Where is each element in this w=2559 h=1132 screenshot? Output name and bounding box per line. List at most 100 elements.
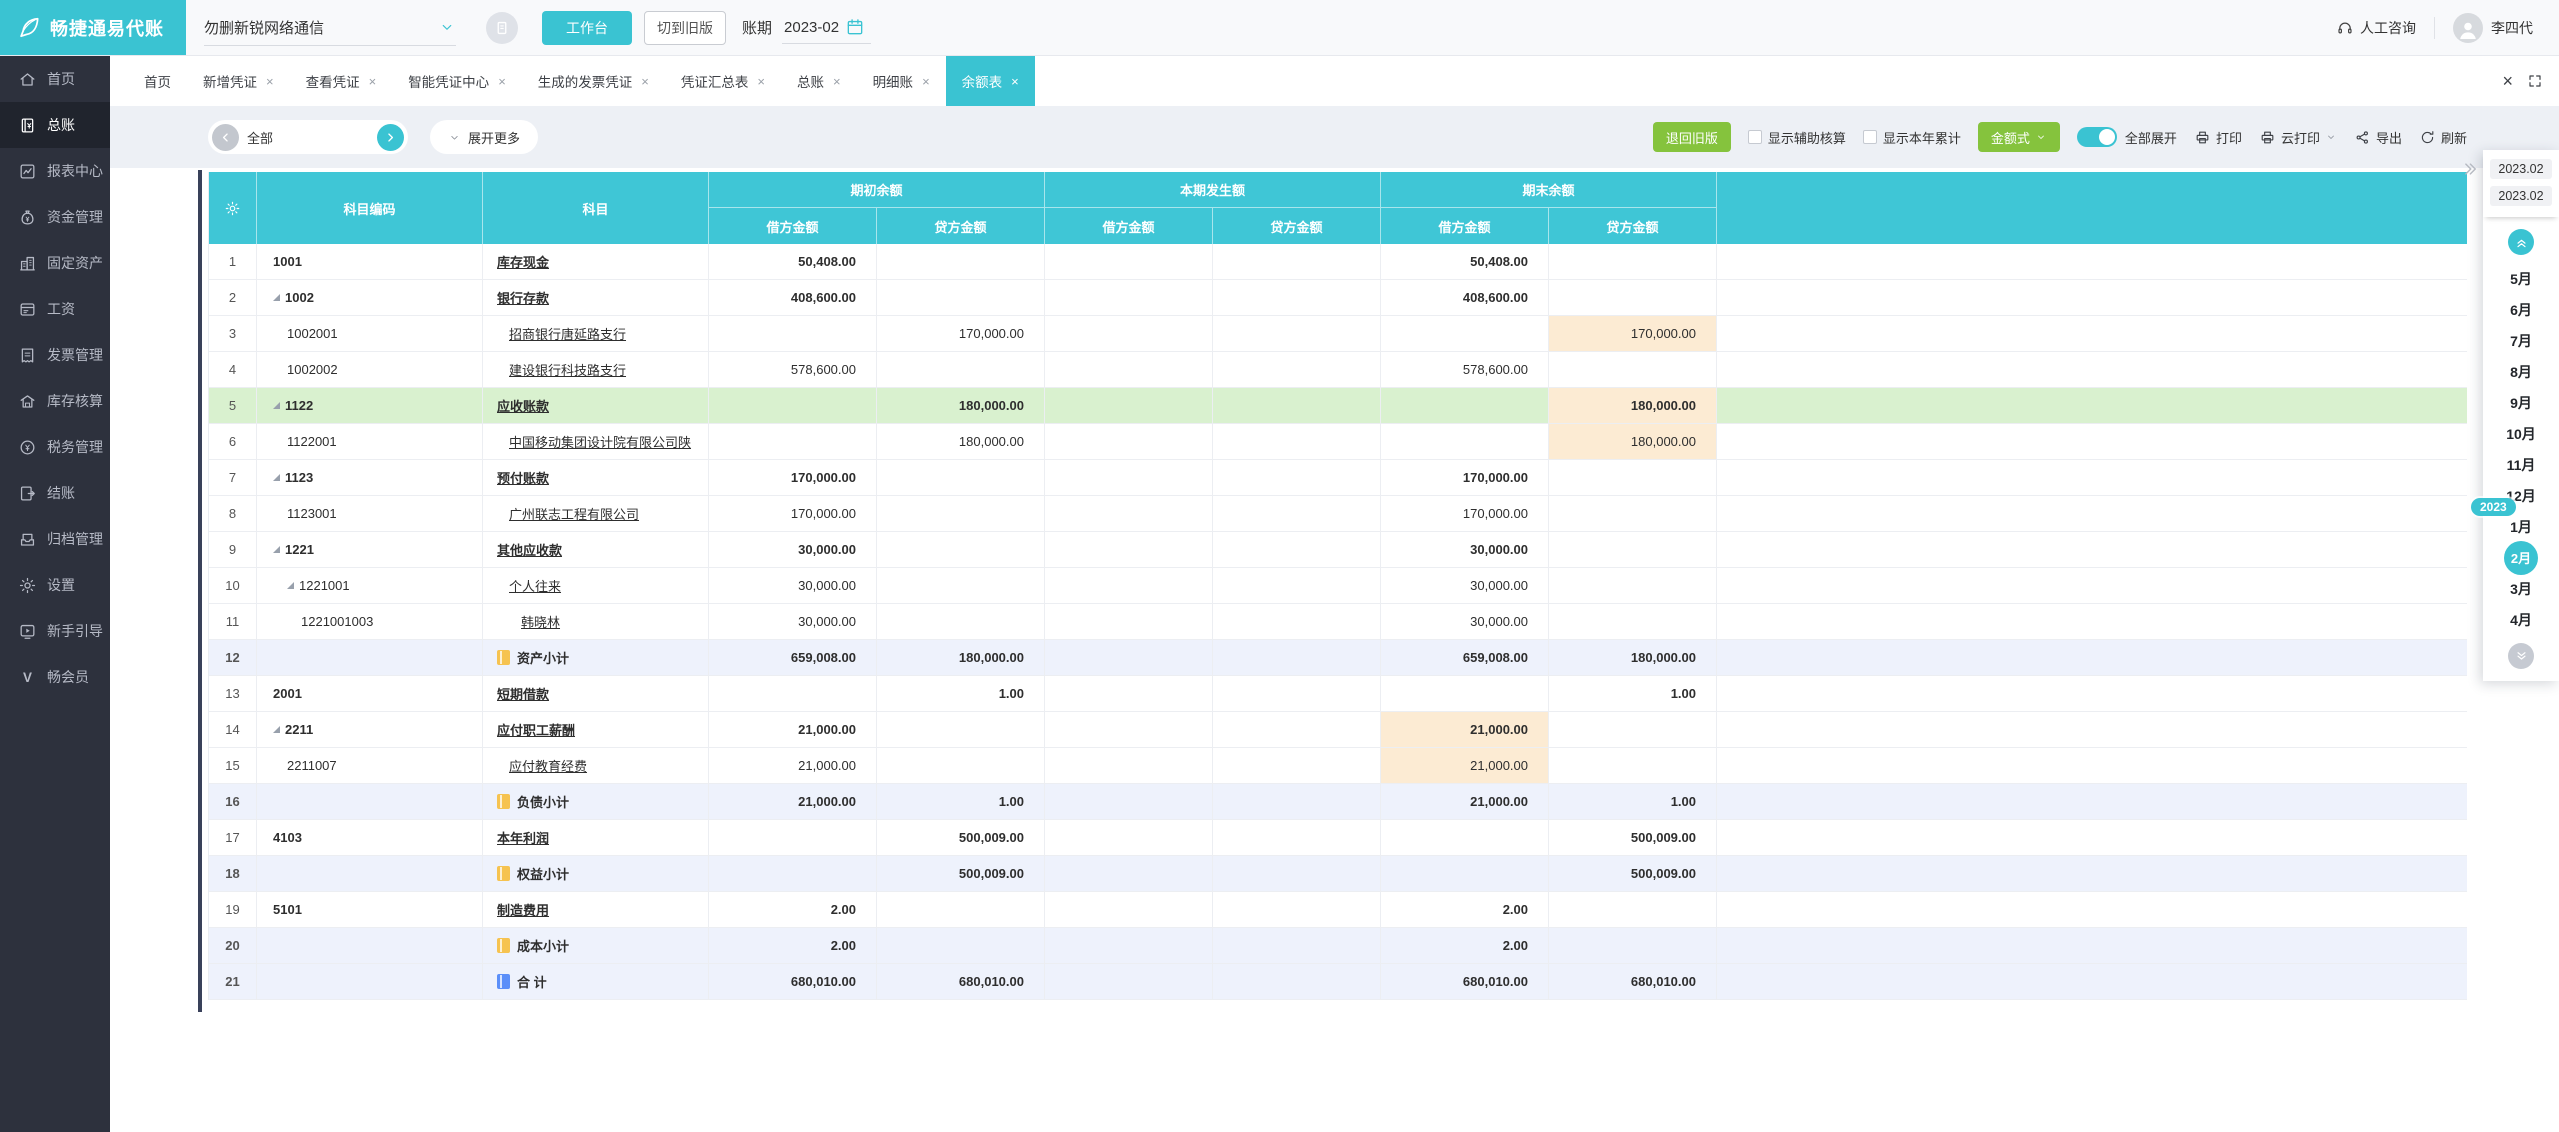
sidebar-item-home[interactable]: 首页 [0,56,110,102]
scope-selector[interactable]: 全部 [208,120,408,154]
expand-triangle-icon[interactable] [273,402,280,409]
period-chip[interactable]: 2023.02 [2490,159,2552,179]
tab-1[interactable]: 新增凭证 × [187,56,290,106]
sidebar-item-funds[interactable]: 资金管理 [0,194,110,240]
account-name-link[interactable]: 中国移动集团设计院有限公司陕 [509,435,692,450]
account-name-link[interactable]: 短期借款 [497,687,550,702]
sidebar-item-salary[interactable]: 工资 [0,286,110,332]
account-name-link[interactable]: 其他应收款 [497,543,563,558]
table-row[interactable]: 17 4103 本年利润 500,009.00 500,009.00 [209,820,2467,856]
account-name-link[interactable]: 应收账款 [497,399,550,414]
refresh-button[interactable]: 刷新 [2419,128,2467,147]
close-all-tabs-icon[interactable]: × [2502,71,2513,91]
tab-close-icon[interactable]: × [498,73,506,89]
tab-5[interactable]: 凭证汇总表 × [665,56,781,106]
cloud-print-button[interactable]: 云打印 [2259,128,2337,147]
month-item[interactable]: 12月 [2483,480,2559,511]
table-row[interactable]: 12 资产小计 659,008.00 180,000.00 659,008.00 180,… [209,640,2467,676]
scope-next-button[interactable] [377,123,404,151]
month-item[interactable]: 4月 [2483,604,2559,635]
expand-triangle-icon[interactable] [287,582,294,589]
period-value-picker[interactable]: 2023-02 [782,11,872,44]
account-name-link[interactable]: 预付账款 [497,471,550,486]
table-row[interactable]: 14 2211 应付职工薪酬 21,000.00 21,000.00 [209,712,2467,748]
account-name-link[interactable]: 建设银行科技路支行 [509,363,627,378]
sidebar-item-asset[interactable]: 固定资产 [0,240,110,286]
expand-triangle-icon[interactable] [273,546,280,553]
table-row[interactable]: 10 1221001 个人往来 30,000.00 30,000.00 [209,568,2467,604]
support-link[interactable]: 人工咨询 [2336,18,2416,38]
back-to-old-button[interactable]: 退回旧版 [1652,122,1731,152]
table-row[interactable]: 7 1123 预付账款 170,000.00 170,000.00 [209,460,2467,496]
tab-close-icon[interactable]: × [266,73,274,89]
table-row[interactable]: 8 1123001 广州联志工程有限公司 170,000.00 170,000.00 [209,496,2467,532]
amount-style-button[interactable]: 金额式 [1977,122,2060,152]
show-ytd-checkbox[interactable]: 显示本年累计 [1862,128,1961,147]
month-item[interactable]: 5月 [2483,263,2559,294]
tab-3[interactable]: 智能凭证中心 × [392,56,522,106]
collapse-panel-icon[interactable] [2461,160,2479,178]
tab-8[interactable]: 余额表 × [945,56,1035,106]
fullscreen-icon[interactable] [2527,73,2543,89]
scroll-up-button[interactable] [2508,229,2534,255]
month-item[interactable]: 9月 [2483,387,2559,418]
table-row[interactable]: 20 成本小计 2.00 2.00 [209,928,2467,964]
table-row[interactable]: 6 1122001 中国移动集团设计院有限公司陕 180,000.00 180,000.… [209,424,2467,460]
gear-icon[interactable] [224,200,241,217]
sidebar-item-invoice[interactable]: 发票管理 [0,332,110,378]
scope-prev-button[interactable] [212,123,239,151]
expand-triangle-icon[interactable] [273,726,280,733]
tree-splitter[interactable] [198,170,202,1012]
period-chip[interactable]: 2023.02 [2490,186,2552,206]
sidebar-item-guide[interactable]: 新手引导 [0,608,110,654]
sidebar-item-inventory[interactable]: 库存核算 [0,378,110,424]
expand-triangle-icon[interactable] [273,474,280,481]
tab-close-icon[interactable]: × [641,73,649,89]
print-button[interactable]: 打印 [2194,128,2242,147]
month-item[interactable]: 8月 [2483,356,2559,387]
table-row[interactable]: 18 权益小计 500,009.00 500,009.00 [209,856,2467,892]
sidebar-item-ledger[interactable]: 总账 [0,102,110,148]
account-name-link[interactable]: 应付教育经费 [509,759,588,774]
table-row[interactable]: 1 1001 库存现金 50,408.00 50,408.00 [209,244,2467,280]
quick-journal-button[interactable] [486,11,518,44]
workbench-button[interactable]: 工作台 [542,10,632,45]
export-button[interactable]: 导出 [2354,128,2402,147]
tab-close-icon[interactable]: × [922,73,930,89]
month-item[interactable]: 10月 [2483,418,2559,449]
tab-6[interactable]: 总账 × [781,56,857,106]
tab-close-icon[interactable]: × [368,73,377,89]
tab-close-icon[interactable]: × [1011,73,1019,89]
avatar[interactable] [2453,12,2483,43]
sidebar-item-archive[interactable]: 归档管理 [0,516,110,562]
month-item[interactable]: 1月 [2483,511,2559,542]
tab-close-icon[interactable]: × [832,73,841,89]
month-item[interactable]: 2月 [2483,540,2559,575]
account-name-link[interactable]: 本年利润 [497,831,550,846]
table-row[interactable]: 9 1221 其他应收款 30,000.00 30,000.00 [209,532,2467,568]
tab-4[interactable]: 生成的发票凭证 × [522,56,665,106]
sidebar-item-closing[interactable]: 结账 [0,470,110,516]
account-name-link[interactable]: 广州联志工程有限公司 [509,507,640,522]
tab-0[interactable]: 首页 [128,56,187,106]
show-aux-checkbox[interactable]: 显示辅助核算 [1747,128,1846,147]
sidebar-item-tax[interactable]: 税务管理 [0,424,110,470]
sidebar-item-report[interactable]: 报表中心 [0,148,110,194]
account-name-link[interactable]: 库存现金 [497,255,550,270]
checkbox-icon[interactable] [1747,130,1762,144]
expand-triangle-icon[interactable] [273,294,280,301]
user-name[interactable]: 李四代 [2491,19,2533,36]
table-row[interactable]: 5 1122 应收账款 180,000.00 180,000.00 [209,388,2467,424]
table-row[interactable]: 11 1221001003 韩晓林 30,000.00 30,000.00 [209,604,2467,640]
sidebar-item-settings[interactable]: 设置 [0,562,110,608]
company-selector[interactable]: 勿删新锐网络通信 [204,10,456,46]
switch-old-version-button[interactable]: 切到旧版 [644,10,726,45]
scroll-down-button[interactable] [2508,643,2534,669]
account-name-link[interactable]: 应付职工薪酬 [497,723,576,738]
account-name-link[interactable]: 银行存款 [497,291,550,306]
tab-7[interactable]: 明细账 × [857,56,946,106]
table-row[interactable]: 21 合 计 680,010.00 680,010.00 680,010.00 680,0… [209,964,2467,1000]
month-item[interactable]: 3月 [2483,573,2559,604]
account-name-link[interactable]: 个人往来 [509,579,562,594]
expand-all-toggle[interactable] [2076,127,2117,147]
